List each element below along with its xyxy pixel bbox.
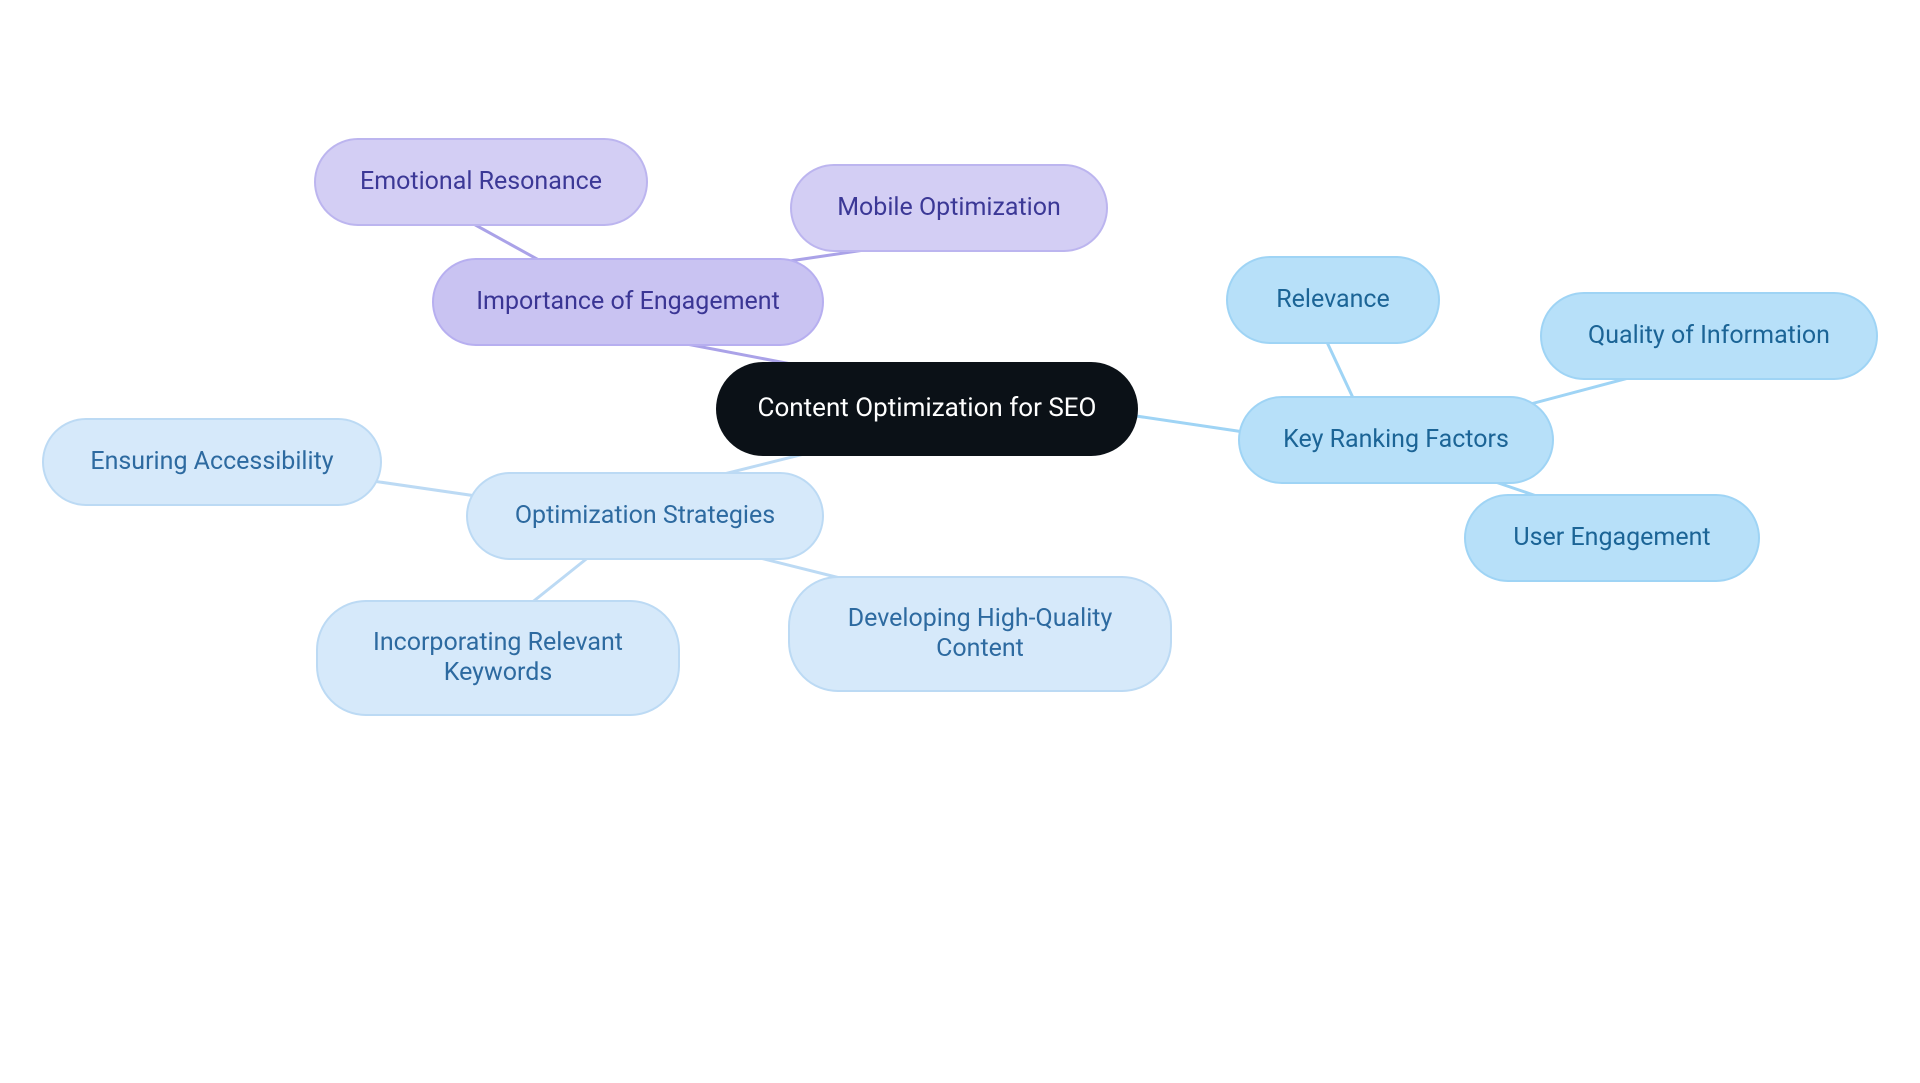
node-label: Importance of Engagement (476, 287, 780, 317)
edge-ranking-relevance (1326, 340, 1354, 400)
node-ranking: Key Ranking Factors (1238, 396, 1554, 484)
node-label: Relevance (1276, 285, 1390, 315)
node-userengagement: User Engagement (1464, 494, 1760, 582)
edge-root-ranking (1136, 416, 1244, 432)
node-accessibility: Ensuring Accessibility (42, 418, 382, 506)
node-root: Content Optimization for SEO (716, 362, 1138, 456)
node-mobile: Mobile Optimization (790, 164, 1108, 252)
node-label: User Engagement (1513, 523, 1710, 553)
node-label: Ensuring Accessibility (90, 447, 333, 477)
node-engagement: Importance of Engagement (432, 258, 824, 346)
node-label: Quality of Information (1588, 321, 1830, 351)
node-label: Incorporating Relevant Keywords (342, 628, 654, 688)
node-keywords: Incorporating Relevant Keywords (316, 600, 680, 716)
node-label: Key Ranking Factors (1283, 425, 1509, 455)
node-label: Content Optimization for SEO (758, 393, 1097, 424)
node-relevance: Relevance (1226, 256, 1440, 344)
mindmap-canvas: Content Optimization for SEO Importance o… (0, 0, 1920, 1083)
node-strategies: Optimization Strategies (466, 472, 824, 560)
node-quality: Quality of Information (1540, 292, 1878, 380)
node-label: Developing High-Quality Content (814, 604, 1146, 664)
node-highquality: Developing High-Quality Content (788, 576, 1172, 692)
node-label: Optimization Strategies (515, 501, 775, 531)
node-label: Mobile Optimization (837, 193, 1061, 223)
edge-strategies-keywords (530, 556, 590, 604)
node-emotional: Emotional Resonance (314, 138, 648, 226)
node-label: Emotional Resonance (360, 167, 602, 197)
